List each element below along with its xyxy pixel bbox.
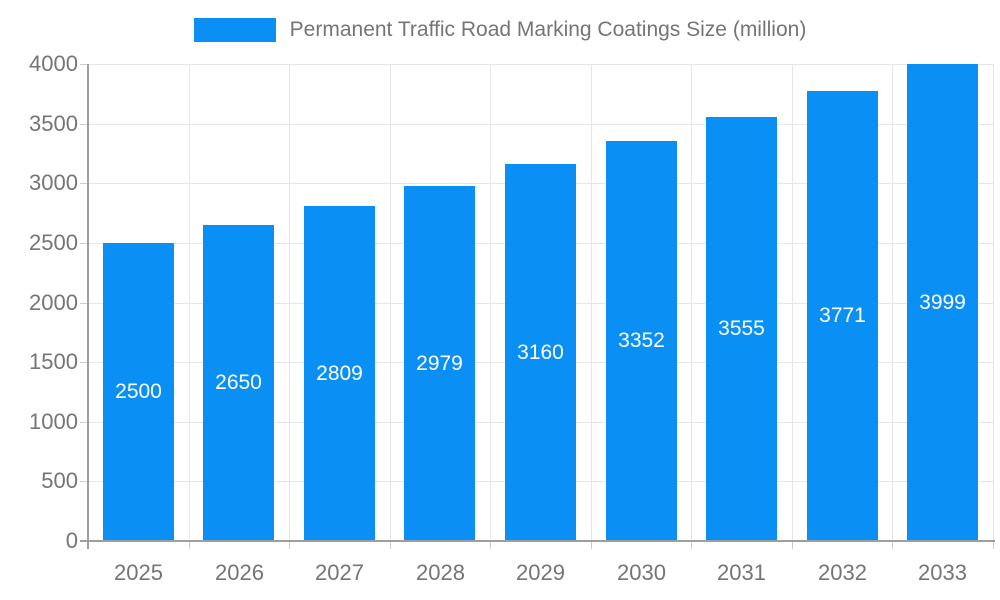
x-axis-tick-label: 2030 — [617, 560, 666, 585]
x-axis-tick-label: 2033 — [918, 560, 967, 585]
bar-2032[interactable]: 3771 — [807, 91, 878, 541]
v-gridline — [892, 64, 893, 541]
bar-value-label: 3555 — [718, 317, 765, 340]
y-axis-tick — [80, 242, 88, 244]
x-axis-tick — [189, 541, 190, 549]
y-axis-tick — [80, 183, 88, 185]
bar-value-label: 3771 — [819, 304, 866, 327]
v-gridline — [289, 64, 290, 541]
legend-label: Permanent Traffic Road Marking Coatings … — [289, 18, 807, 41]
v-gridline — [792, 64, 793, 541]
x-axis-tick — [892, 541, 893, 549]
y-axis-tick-label: 2000 — [29, 289, 78, 315]
x-axis-tick — [691, 541, 692, 549]
v-gridline — [189, 64, 190, 541]
x-axis-line — [80, 540, 995, 542]
x-axis-tick — [390, 541, 391, 549]
y-axis-tick — [80, 302, 88, 304]
bar-2027[interactable]: 2809 — [304, 206, 375, 541]
legend[interactable]: Permanent Traffic Road Marking Coatings … — [0, 18, 1000, 42]
x-axis-tick-label: 2029 — [516, 560, 565, 585]
y-axis-tick-label: 3500 — [29, 110, 78, 136]
y-axis-tick-label: 1000 — [29, 408, 78, 434]
y-axis-tick — [80, 421, 88, 423]
x-axis-tick-label: 2025 — [114, 560, 163, 585]
v-gridline — [691, 64, 692, 541]
bar-2031[interactable]: 3555 — [706, 117, 777, 541]
y-axis-tick-label: 500 — [41, 468, 78, 494]
bar-2029[interactable]: 3160 — [505, 164, 576, 541]
bar-value-label: 2650 — [215, 371, 262, 394]
x-axis-tick — [289, 541, 290, 549]
bar-2033[interactable]: 3999 — [907, 64, 978, 541]
bar-value-label: 3160 — [517, 341, 564, 364]
bar-value-label: 2979 — [416, 352, 463, 375]
plot-area: 2500 2650 2809 2979 3160 3352 3555 3771 3999 — [80, 64, 994, 549]
y-axis-tick — [80, 362, 88, 364]
bar-value-label: 2809 — [316, 362, 363, 385]
x-axis-tick-label: 2032 — [818, 560, 867, 585]
v-gridline — [591, 64, 592, 541]
x-axis-tick — [490, 541, 491, 549]
v-gridline — [490, 64, 491, 541]
h-gridline — [88, 123, 993, 125]
y-axis-tick — [80, 123, 88, 125]
y-axis-tick — [80, 64, 88, 65]
x-axis-tick-label: 2031 — [717, 560, 766, 585]
y-axis-tick-label: 0 — [65, 528, 78, 553]
bar-2026[interactable]: 2650 — [203, 225, 274, 541]
bar-2028[interactable]: 2979 — [404, 186, 475, 541]
x-axis-tick-label: 2027 — [315, 560, 364, 585]
legend-swatch-icon — [193, 18, 276, 42]
x-axis-tick-label: 2026 — [215, 560, 264, 585]
x-axis-tick — [792, 541, 793, 549]
bar-value-label: 3999 — [919, 291, 966, 314]
bar-2025[interactable]: 2500 — [103, 243, 174, 541]
y-axis-tick-label: 3000 — [29, 170, 78, 196]
h-gridline — [88, 64, 993, 65]
v-gridline — [993, 64, 994, 541]
y-axis-tick-label: 2500 — [29, 229, 78, 255]
bar-value-label: 2500 — [115, 380, 162, 403]
bar-2030[interactable]: 3352 — [606, 141, 677, 541]
y-axis-tick-label: 1500 — [29, 349, 78, 375]
x-axis-tick-label: 2028 — [416, 560, 465, 585]
x-axis-tick — [591, 541, 592, 549]
y-axis-tick-label: 4000 — [29, 51, 78, 76]
bar-value-label: 3352 — [618, 329, 665, 352]
x-axis-tick — [993, 541, 994, 549]
y-axis-tick — [80, 481, 88, 483]
y-axis-line — [87, 64, 89, 549]
v-gridline — [390, 64, 391, 541]
